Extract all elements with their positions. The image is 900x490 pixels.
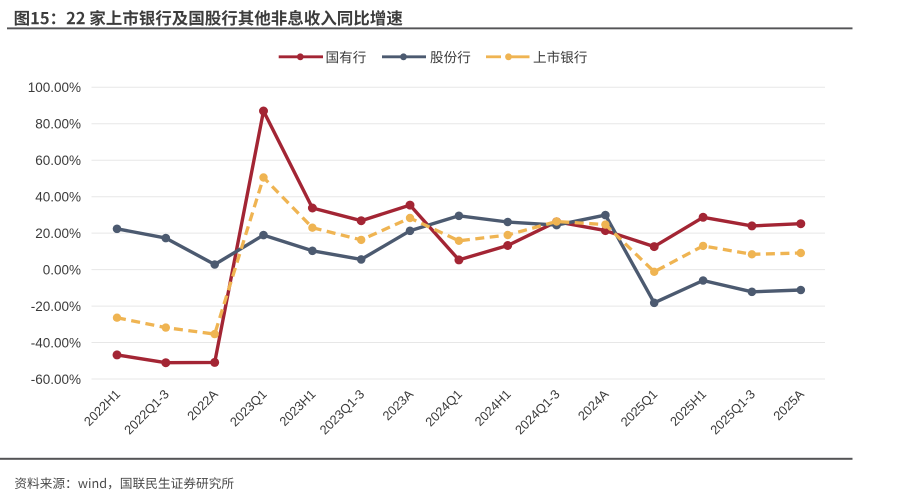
svg-text:0.00%: 0.00% xyxy=(43,262,81,277)
svg-text:-40.00%: -40.00% xyxy=(31,335,81,350)
svg-text:-20.00%: -20.00% xyxy=(31,299,81,314)
svg-text:20.00%: 20.00% xyxy=(35,226,81,241)
svg-text:60.00%: 60.00% xyxy=(35,153,81,168)
svg-text:-60.00%: -60.00% xyxy=(31,372,81,387)
svg-text:80.00%: 80.00% xyxy=(35,117,81,132)
svg-text:40.00%: 40.00% xyxy=(35,190,81,205)
svg-text:100.00%: 100.00% xyxy=(28,80,81,95)
